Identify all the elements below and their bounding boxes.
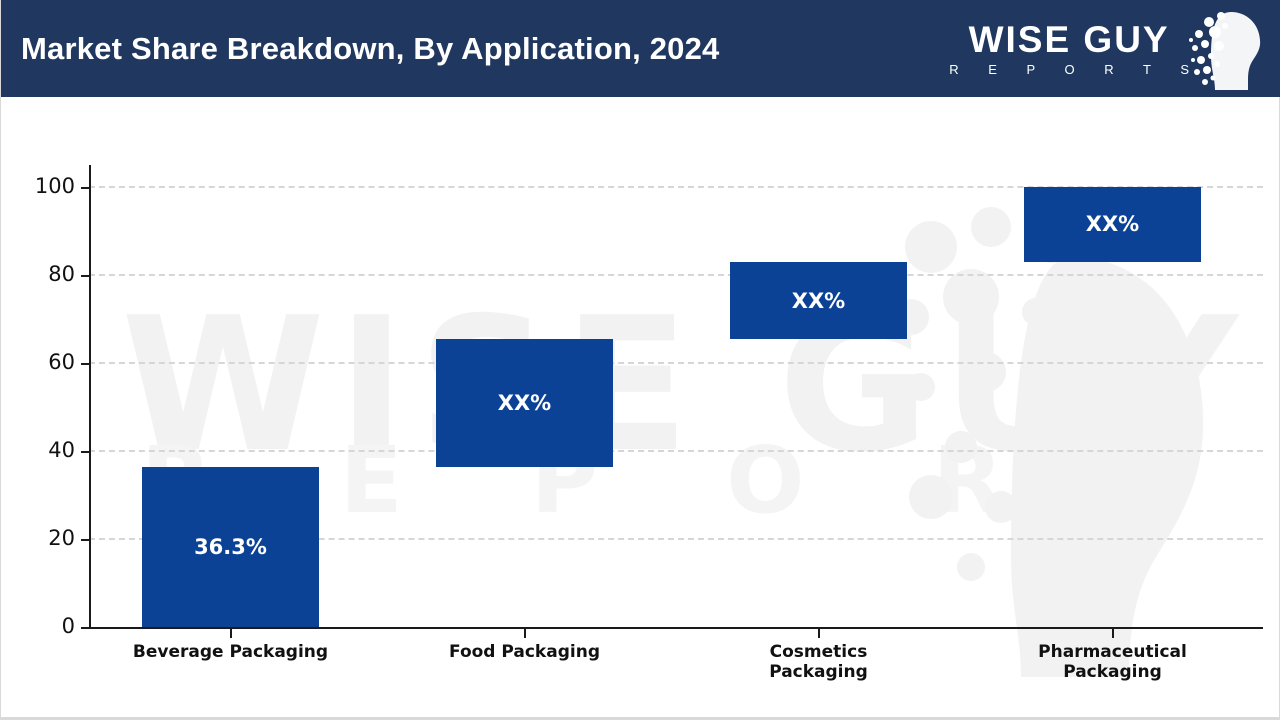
y-tick-label: 80	[48, 262, 75, 286]
x-category-label: Pharmaceutical Packaging	[1038, 642, 1187, 683]
logo-head-icon	[1189, 11, 1261, 90]
gridline	[89, 450, 1263, 452]
y-tick-label: 40	[48, 438, 75, 462]
y-axis-line	[89, 165, 91, 629]
y-tick-label: 0	[61, 614, 75, 638]
logo-subtitle: R E P O R T S	[949, 62, 1202, 77]
y-tick-label: 60	[48, 350, 75, 374]
x-tick-mark	[1111, 629, 1114, 638]
x-category-label: Cosmetics Packaging	[769, 642, 868, 683]
gridline	[89, 362, 1263, 364]
y-tick-mark	[81, 451, 89, 453]
gridline	[89, 274, 1263, 276]
gridline	[89, 538, 1263, 540]
chart-area: WISE GUY R E P O R T S 02040608010036.3%…	[1, 97, 1280, 717]
x-tick-mark	[229, 629, 232, 638]
gridline	[89, 186, 1263, 188]
bar-value-label: XX%	[1085, 212, 1140, 237]
bar-segment: XX%	[436, 339, 613, 468]
bar-value-label: XX%	[497, 391, 552, 416]
page-title: Market Share Breakdown, By Application, …	[21, 30, 720, 66]
wiseguy-logo: WISE GUY R E P O R T S	[949, 8, 1263, 90]
y-tick-label: 20	[48, 526, 75, 550]
y-tick-mark	[81, 363, 89, 365]
logo-text: WISE GUY R E P O R T S	[949, 21, 1189, 76]
y-tick-mark	[81, 539, 89, 541]
y-tick-mark	[81, 275, 89, 277]
x-tick-mark	[817, 629, 820, 638]
y-tick-label: 100	[34, 174, 75, 198]
x-axis-line	[89, 627, 1263, 629]
logo-wordmark: WISE GUY	[968, 19, 1170, 60]
bar-value-label: XX%	[791, 288, 846, 313]
watermark-head-icon	[893, 207, 1204, 677]
x-tick-mark	[523, 629, 526, 638]
bar-value-label: 36.3%	[194, 535, 267, 560]
bar-segment: 36.3%	[142, 467, 319, 627]
y-tick-mark	[81, 627, 89, 629]
bar-segment: XX%	[1024, 187, 1201, 262]
x-category-label: Food Packaging	[449, 642, 600, 662]
y-tick-mark	[81, 187, 89, 189]
bar-segment: XX%	[730, 261, 907, 340]
header-bar: Market Share Breakdown, By Application, …	[1, 0, 1280, 97]
watermark-wordmark: WISE GUY	[121, 277, 1250, 493]
x-category-label: Beverage Packaging	[132, 642, 329, 662]
